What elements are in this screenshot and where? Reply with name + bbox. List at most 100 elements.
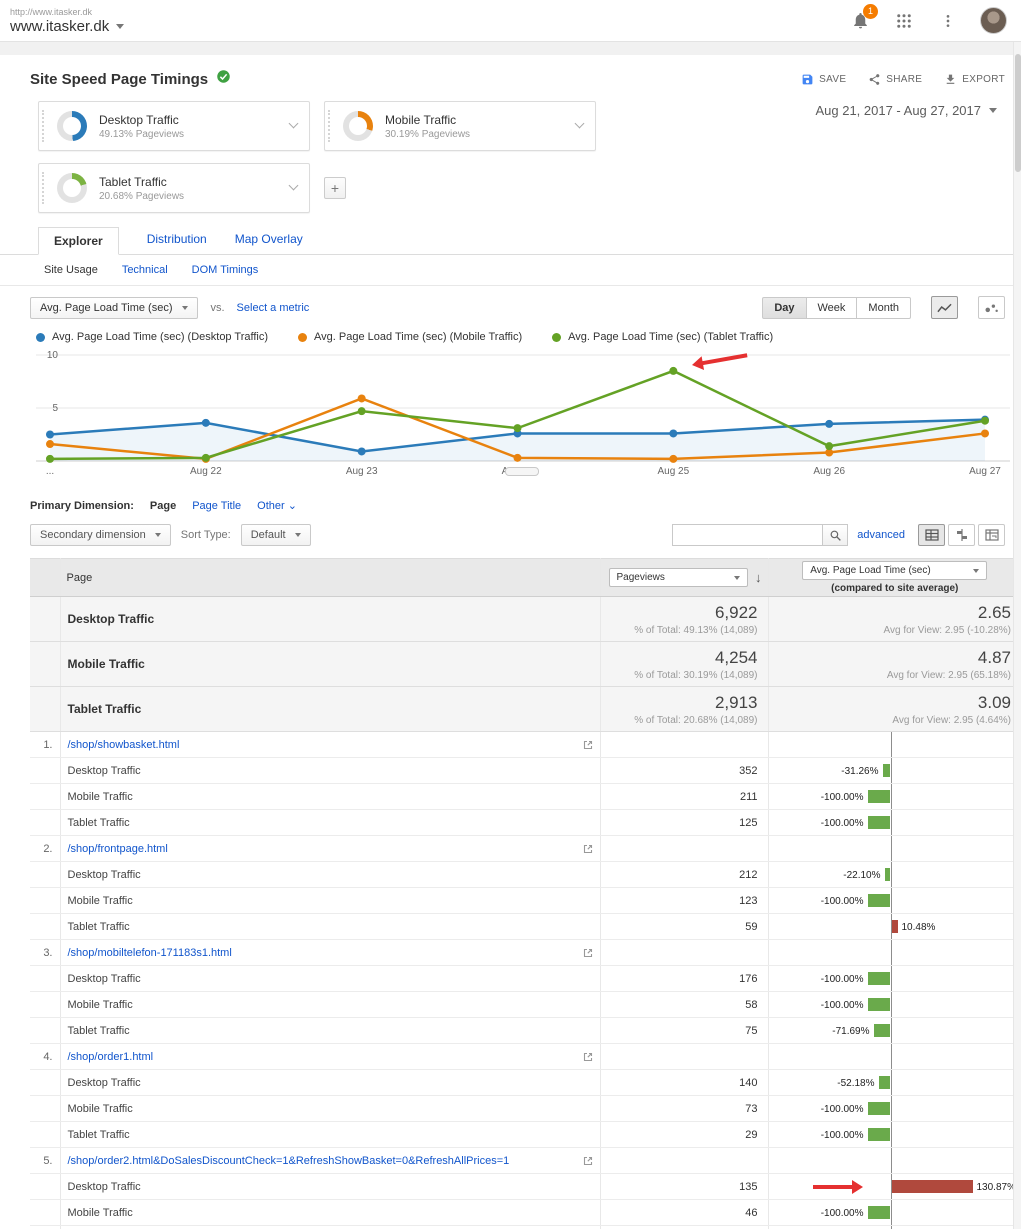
open-in-new-icon[interactable] bbox=[583, 740, 593, 750]
chart-legend: Avg. Page Load Time (sec) (Desktop Traff… bbox=[0, 323, 1021, 343]
segment-subtitle: 30.19% Pageviews bbox=[385, 128, 471, 140]
motion-chart-view-button[interactable] bbox=[978, 296, 1005, 319]
pageviews-value: 140 bbox=[739, 1076, 758, 1089]
granularity-week-button[interactable]: Week bbox=[806, 296, 858, 319]
add-segment-button[interactable]: + bbox=[324, 177, 346, 199]
account-selector[interactable]: www.itasker.dk bbox=[10, 17, 125, 35]
pageviews-column-dropdown[interactable]: Pageviews bbox=[608, 568, 748, 587]
share-icon bbox=[869, 73, 880, 85]
advanced-filter-link[interactable]: advanced bbox=[857, 529, 905, 541]
line-chart-icon bbox=[937, 303, 952, 312]
chevron-down-icon[interactable] bbox=[288, 180, 299, 191]
chevron-down-icon bbox=[294, 533, 301, 537]
comparison-view-button[interactable] bbox=[948, 524, 975, 546]
metric-dropdown[interactable]: Avg. Page Load Time (sec) bbox=[30, 296, 199, 319]
delta-label: -100.00% bbox=[820, 1208, 864, 1219]
apps-grid-button[interactable] bbox=[892, 9, 916, 33]
open-in-new-icon[interactable] bbox=[583, 1156, 593, 1166]
segment-sub-row: Desktop Traffic 176 -100.00% bbox=[30, 965, 1021, 992]
summary-segment-name: Mobile Traffic bbox=[67, 657, 145, 671]
page-link[interactable]: /shop/order1.html bbox=[67, 1050, 154, 1063]
segment-card-desktop[interactable]: Desktop Traffic 49.13% Pageviews bbox=[38, 101, 310, 151]
page-link[interactable]: /shop/frontpage.html bbox=[67, 842, 168, 855]
subtab-technical[interactable]: Technical bbox=[121, 264, 168, 276]
chevron-down-icon[interactable] bbox=[574, 118, 585, 129]
summary-avg-subtext: Avg for View: 2.95 (-10.28%) bbox=[883, 624, 1011, 636]
segment-card-mobile[interactable]: Mobile Traffic 30.19% Pageviews bbox=[324, 101, 596, 151]
verified-check-icon bbox=[216, 69, 231, 89]
page-link[interactable]: /shop/showbasket.html bbox=[67, 738, 180, 751]
delta-label: -100.00% bbox=[820, 818, 864, 829]
search-button[interactable] bbox=[822, 524, 849, 546]
data-table-view-button[interactable] bbox=[918, 524, 945, 546]
delta-bar bbox=[868, 998, 890, 1011]
dimension-page[interactable]: Page bbox=[149, 499, 177, 512]
pivot-view-button[interactable] bbox=[978, 524, 1005, 546]
legend-item-tablet: Avg. Page Load Time (sec) (Tablet Traffi… bbox=[552, 331, 773, 343]
segment-card-tablet[interactable]: Tablet Traffic 20.68% Pageviews bbox=[38, 163, 310, 213]
summary-avg-subtext: Avg for View: 2.95 (65.18%) bbox=[886, 669, 1011, 681]
subtab-dom-timings[interactable]: DOM Timings bbox=[191, 264, 259, 276]
row-number: 5. bbox=[43, 1154, 53, 1167]
pageviews-value: 59 bbox=[745, 920, 758, 933]
granularity-day-button[interactable]: Day bbox=[762, 296, 807, 319]
export-button[interactable]: EXPORT bbox=[944, 73, 1005, 86]
page-link[interactable]: /shop/mobiltelefon-171183s1.html bbox=[67, 946, 232, 959]
summary-segment-name: Desktop Traffic bbox=[67, 612, 155, 626]
dimension-page-title[interactable]: Page Title bbox=[192, 499, 242, 512]
summary-row-desktop: Desktop Traffic 6,922 % of Total: 49.13%… bbox=[30, 596, 1021, 642]
segment-sub-row: Tablet Traffic 59 10.48% bbox=[30, 913, 1021, 940]
tab-map-overlay[interactable]: Map Overlay bbox=[234, 232, 303, 246]
summary-avg-load-time: 3.09 bbox=[977, 692, 1011, 712]
open-in-new-icon[interactable] bbox=[583, 948, 593, 958]
pageviews-value: 75 bbox=[745, 1024, 758, 1037]
notifications-button[interactable]: 1 bbox=[848, 3, 878, 33]
summary-pageviews-subtext: % of Total: 30.19% (14,089) bbox=[634, 669, 758, 681]
tab-distribution[interactable]: Distribution bbox=[146, 232, 207, 246]
chevron-down-icon bbox=[989, 108, 997, 113]
scrollbar-thumb[interactable] bbox=[1015, 54, 1021, 172]
subtab-site-usage[interactable]: Site Usage bbox=[44, 264, 98, 276]
page-link[interactable]: /shop/order2.html&DoSalesDiscountCheck=1… bbox=[67, 1154, 510, 1167]
metric-selector-row: Avg. Page Load Time (sec) vs. Select a m… bbox=[0, 286, 1021, 323]
property-url: http://www.itasker.dk bbox=[10, 6, 93, 17]
segment-donut-chart bbox=[57, 173, 87, 203]
avg-load-time-column-dropdown[interactable]: Avg. Page Load Time (sec) bbox=[802, 561, 988, 580]
line-chart-view-button[interactable] bbox=[931, 296, 958, 319]
pageviews-value: 73 bbox=[745, 1102, 758, 1115]
timeline-scrub-handle[interactable] bbox=[505, 467, 539, 476]
save-button[interactable]: SAVE bbox=[801, 73, 846, 86]
avatar[interactable] bbox=[980, 7, 1007, 34]
tab-explorer[interactable]: Explorer bbox=[38, 227, 119, 255]
column-header-page[interactable]: Page bbox=[66, 571, 93, 584]
granularity-month-button[interactable]: Month bbox=[857, 296, 911, 319]
date-range-picker[interactable]: Aug 21, 2017 - Aug 27, 2017 bbox=[815, 103, 997, 118]
chevron-down-icon[interactable] bbox=[288, 118, 299, 129]
legend-label: Avg. Page Load Time (sec) (Desktop Traff… bbox=[52, 331, 269, 343]
table-search-input[interactable] bbox=[672, 524, 823, 546]
date-range-label: Aug 21, 2017 - Aug 27, 2017 bbox=[815, 103, 981, 118]
share-button[interactable]: SHARE bbox=[868, 73, 922, 86]
delta-label: 10.48% bbox=[901, 922, 936, 933]
apps-grid-icon bbox=[897, 13, 911, 28]
segment-sub-row: Desktop Traffic 140 -52.18% bbox=[30, 1069, 1021, 1096]
delta-bar bbox=[868, 1206, 890, 1219]
summary-avg-subtext: Avg for View: 2.95 (4.64%) bbox=[892, 714, 1011, 726]
motion-chart-icon bbox=[985, 303, 998, 312]
sort-type-dropdown[interactable]: Default bbox=[240, 524, 311, 546]
delta-bar bbox=[885, 868, 890, 881]
pivot-view-icon bbox=[984, 529, 999, 541]
select-metric-link[interactable]: Select a metric bbox=[236, 301, 310, 314]
vertical-scrollbar[interactable] bbox=[1013, 42, 1021, 1229]
page-title: Site Speed Page Timings bbox=[30, 70, 209, 88]
open-in-new-icon[interactable] bbox=[583, 844, 593, 854]
sort-descending-icon[interactable]: ↓ bbox=[755, 570, 762, 585]
dimension-other-dropdown[interactable]: Other ⌄ bbox=[257, 500, 297, 512]
secondary-dimension-dropdown[interactable]: Secondary dimension bbox=[30, 524, 171, 546]
open-in-new-icon[interactable] bbox=[583, 1052, 593, 1062]
account-name: www.itasker.dk bbox=[10, 17, 110, 35]
delta-label: 130.87% bbox=[976, 1182, 1016, 1193]
segment-sub-row: Mobile Traffic 73 -100.00% bbox=[30, 1095, 1021, 1122]
overflow-menu-button[interactable] bbox=[936, 9, 960, 33]
